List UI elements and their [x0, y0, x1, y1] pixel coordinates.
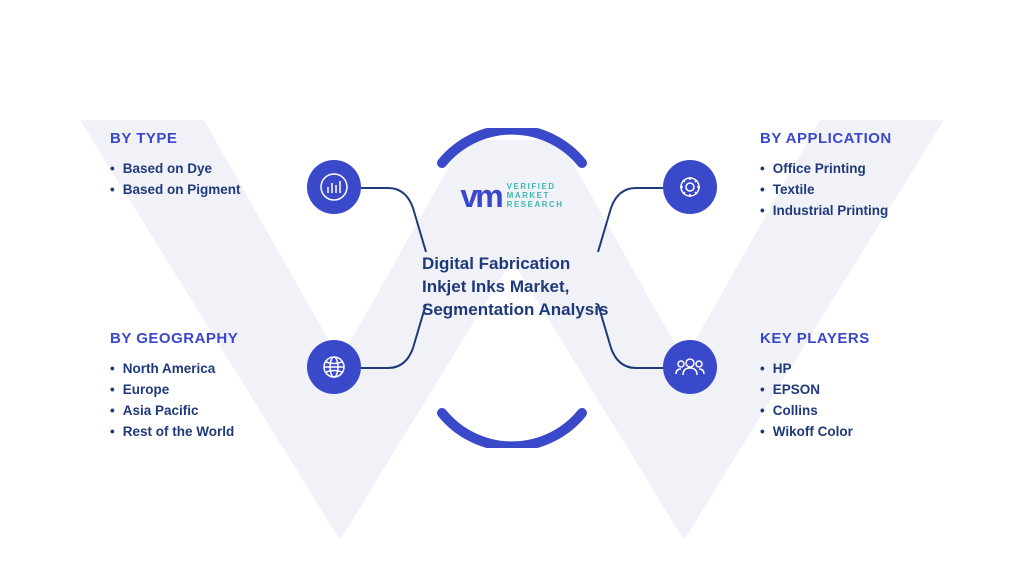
section-title: KEY PLAYERS — [760, 330, 990, 347]
logo-mark: vm — [460, 178, 500, 215]
list-item: Wikoff Color — [760, 422, 990, 443]
section-key-players: KEY PLAYERS HP EPSON Collins Wikoff Colo… — [760, 330, 990, 443]
center-title: Digital Fabrication Inkjet Inks Market, … — [412, 253, 612, 322]
list-item: Textile — [760, 180, 990, 201]
list-item: EPSON — [760, 380, 990, 401]
connector-br — [596, 298, 666, 378]
center-hub: vm VERIFIED MARKET RESEARCH Digital Fabr… — [412, 158, 612, 418]
list-item: North America — [110, 359, 340, 380]
list-item: HP — [760, 359, 990, 380]
section-by-type: BY TYPE Based on Dye Based on Pigment — [110, 130, 340, 201]
list-item: Europe — [110, 380, 340, 401]
people-icon — [663, 340, 717, 394]
section-by-application: BY APPLICATION Office Printing Textile I… — [760, 130, 990, 222]
logo-text: VERIFIED MARKET RESEARCH — [507, 183, 564, 209]
section-list-type: Based on Dye Based on Pigment — [110, 159, 340, 201]
section-list-application: Office Printing Textile Industrial Print… — [760, 159, 990, 222]
arc-bottom — [432, 408, 592, 448]
list-item: Based on Dye — [110, 159, 340, 180]
section-list-geography: North America Europe Asia Pacific Rest o… — [110, 359, 340, 443]
section-list-players: HP EPSON Collins Wikoff Color — [760, 359, 990, 443]
list-item: Based on Pigment — [110, 180, 340, 201]
list-item: Office Printing — [760, 159, 990, 180]
connector-bl — [358, 298, 428, 378]
brand-logo: vm VERIFIED MARKET RESEARCH — [460, 178, 563, 215]
gear-icon — [663, 160, 717, 214]
arc-top — [432, 128, 592, 168]
section-title: BY TYPE — [110, 130, 340, 147]
list-item: Asia Pacific — [110, 401, 340, 422]
list-item: Rest of the World — [110, 422, 340, 443]
section-title: BY APPLICATION — [760, 130, 990, 147]
list-item: Industrial Printing — [760, 201, 990, 222]
connector-tr — [596, 178, 666, 258]
list-item: Collins — [760, 401, 990, 422]
section-title: BY GEOGRAPHY — [110, 330, 340, 347]
connector-tl — [358, 178, 428, 258]
section-by-geography: BY GEOGRAPHY North America Europe Asia P… — [110, 330, 340, 443]
